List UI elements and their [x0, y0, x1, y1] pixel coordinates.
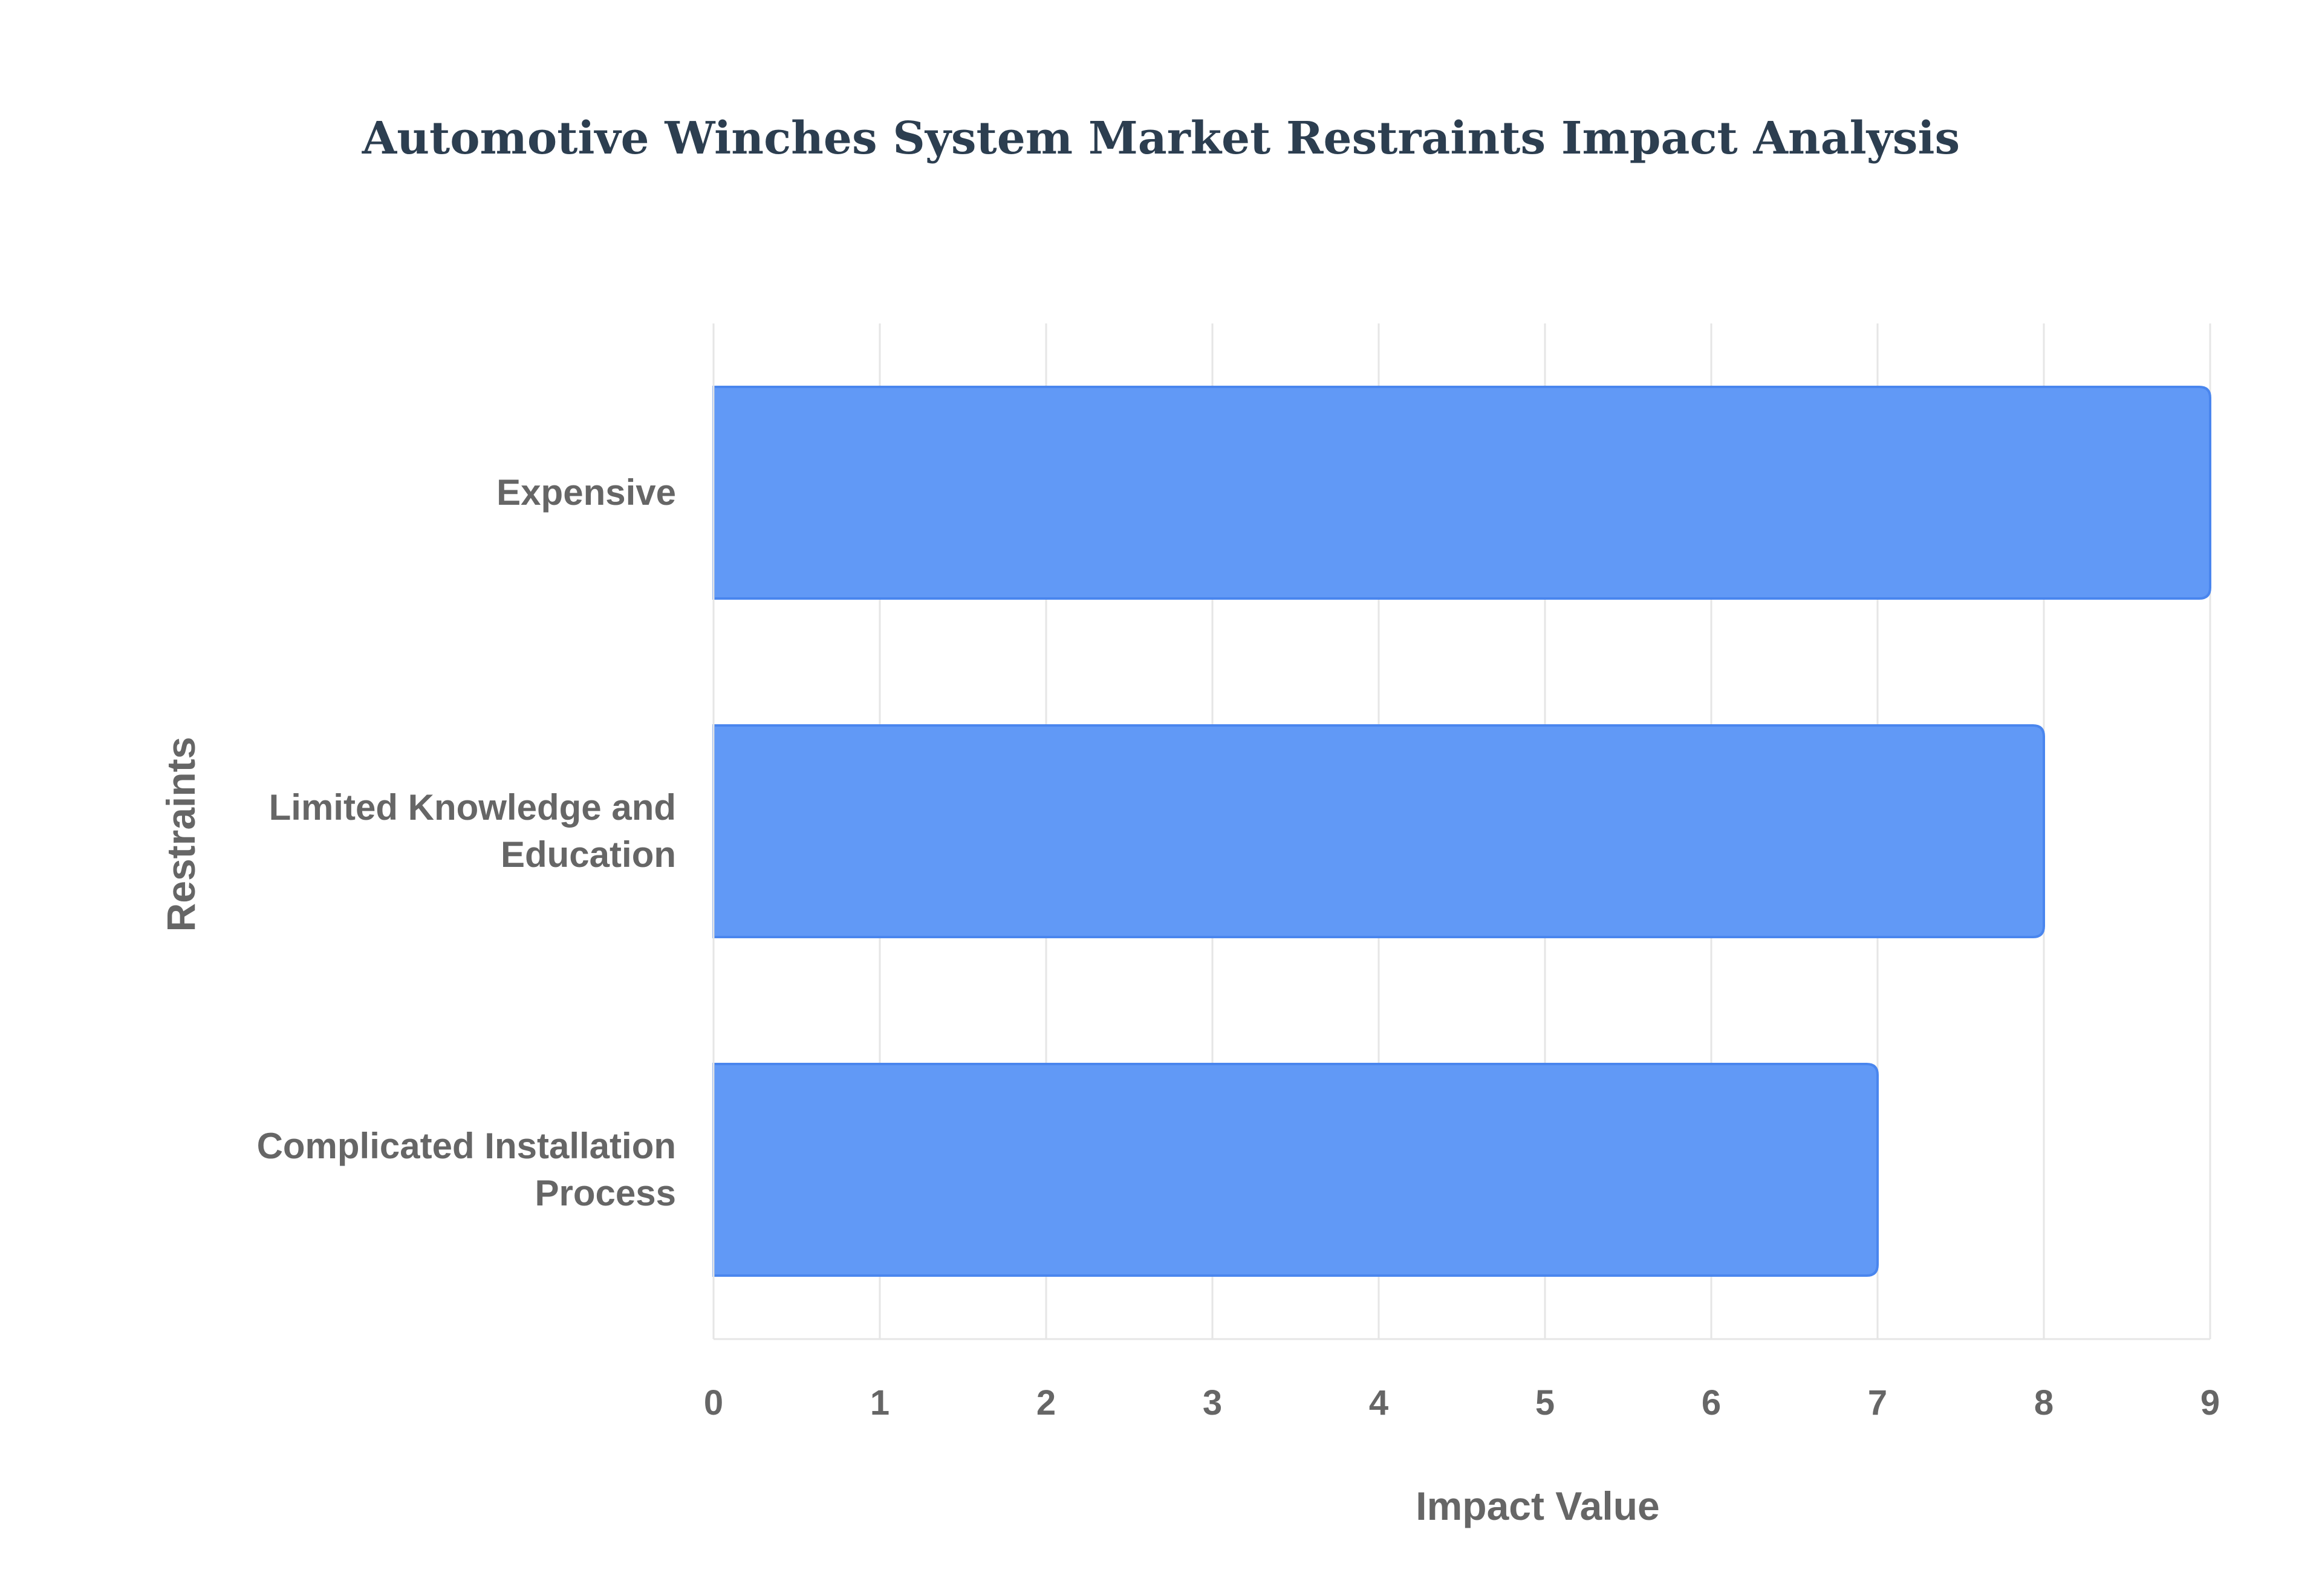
category-label-line: Education — [501, 834, 676, 875]
category-label-line: Expensive — [496, 472, 676, 513]
category-label: Complicated Installation Process — [257, 1126, 676, 1213]
x-tick-label: 4 — [1369, 1383, 1388, 1422]
bars — [712, 386, 2211, 1277]
category-label: Expensive — [496, 472, 676, 513]
x-axis-title: Impact Value — [1416, 1484, 1660, 1528]
bar[interactable] — [712, 386, 2211, 600]
category-label-line: Limited Knowledge and — [269, 787, 676, 828]
chart-title: Automotive Winches System Market Restrai… — [362, 112, 1960, 164]
x-tick-label: 3 — [1203, 1383, 1222, 1422]
bar[interactable] — [712, 1063, 1879, 1277]
category-label-line: Complicated Installation — [257, 1126, 676, 1166]
x-tick-label: 2 — [1036, 1383, 1056, 1422]
axes — [712, 323, 2210, 1340]
x-tick-labels: 0 1 2 3 4 5 6 7 8 9 — [704, 1383, 2220, 1422]
x-tick-label: 5 — [1535, 1383, 1555, 1422]
y-axis-title: Restraints — [158, 737, 203, 932]
category-labels: Expensive Limited Knowledge and Education C… — [257, 472, 676, 1213]
x-tick-label: 7 — [1868, 1383, 1887, 1422]
bar[interactable] — [712, 724, 2045, 938]
x-tick-label: 8 — [2034, 1383, 2054, 1422]
category-label-line: Process — [535, 1173, 677, 1213]
x-tick-label: 1 — [870, 1383, 889, 1422]
x-tick-label: 9 — [2200, 1383, 2220, 1422]
x-tick-label: 0 — [704, 1383, 723, 1422]
category-label: Limited Knowledge and Education — [269, 787, 676, 875]
x-tick-label: 6 — [1702, 1383, 1721, 1422]
